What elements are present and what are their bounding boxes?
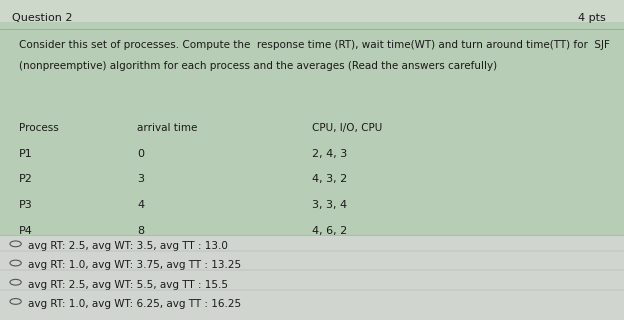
Text: arrival time: arrival time	[137, 123, 198, 133]
Text: 2, 4, 3: 2, 4, 3	[312, 149, 347, 159]
Text: 4 pts: 4 pts	[578, 13, 605, 23]
Text: 0: 0	[137, 149, 144, 159]
Text: P1: P1	[19, 149, 32, 159]
Text: Process: Process	[19, 123, 59, 133]
Text: 4: 4	[137, 200, 144, 210]
Text: (nonpreemptive) algorithm for each process and the averages (Read the answers ca: (nonpreemptive) algorithm for each proce…	[19, 61, 497, 71]
Text: 3: 3	[137, 174, 144, 184]
Text: avg RT: 1.0, avg WT: 3.75, avg TT : 13.25: avg RT: 1.0, avg WT: 3.75, avg TT : 13.2…	[28, 260, 241, 270]
Text: 4, 6, 2: 4, 6, 2	[312, 226, 347, 236]
Text: P2: P2	[19, 174, 32, 184]
Text: P3: P3	[19, 200, 32, 210]
Text: P4: P4	[19, 226, 32, 236]
Text: Question 2: Question 2	[12, 13, 73, 23]
Text: 3, 3, 4: 3, 3, 4	[312, 200, 347, 210]
Text: CPU, I/O, CPU: CPU, I/O, CPU	[312, 123, 383, 133]
Text: Consider this set of processes. Compute the  response time (RT), wait time(WT) a: Consider this set of processes. Compute …	[19, 40, 610, 50]
Text: avg RT: 2.5, avg WT: 5.5, avg TT : 15.5: avg RT: 2.5, avg WT: 5.5, avg TT : 15.5	[28, 280, 228, 290]
Text: avg RT: 2.5, avg WT: 3.5, avg TT : 13.0: avg RT: 2.5, avg WT: 3.5, avg TT : 13.0	[28, 241, 228, 251]
Text: 4, 3, 2: 4, 3, 2	[312, 174, 347, 184]
Text: avg RT: 1.0, avg WT: 6.25, avg TT : 16.25: avg RT: 1.0, avg WT: 6.25, avg TT : 16.2…	[28, 299, 241, 309]
Text: 8: 8	[137, 226, 144, 236]
